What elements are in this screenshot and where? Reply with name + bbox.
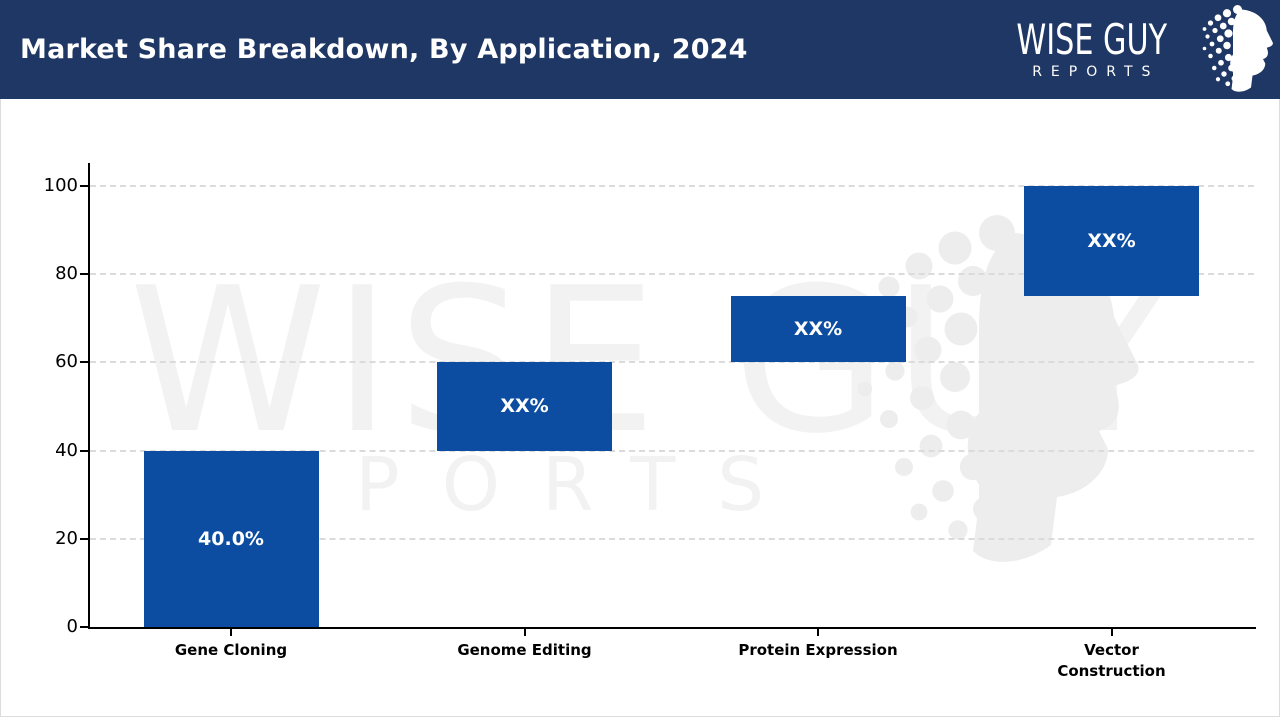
x-tick-label: Protein Expression xyxy=(738,641,898,659)
plot: 0 20 40 60 80 100 40.0% XX% XX% XX% Gene Cloning Ge… xyxy=(1,99,1279,716)
header: Market Share Breakdown, By Application, … xyxy=(0,0,1280,99)
x-tick-label: Gene Cloning xyxy=(174,641,288,659)
page-title: Market Share Breakdown, By Application, … xyxy=(20,34,748,65)
y-tick-mark xyxy=(80,273,88,276)
y-axis-spine xyxy=(88,163,90,629)
gridline xyxy=(90,185,1254,187)
x-tick-mark xyxy=(523,629,526,636)
bar: XX% xyxy=(1024,186,1199,297)
logo-text: WISE GUY REPORTS xyxy=(987,15,1196,81)
logo-wordmark: WISE GUY xyxy=(1015,15,1167,64)
face-logo-icon xyxy=(1202,4,1273,92)
bar-value-label: XX% xyxy=(793,318,843,341)
y-tick-mark xyxy=(80,449,88,452)
x-tick-mark xyxy=(230,629,232,636)
bar: 40.0% xyxy=(143,450,319,627)
x-tick-mark xyxy=(1110,629,1113,636)
gridline xyxy=(90,273,1254,276)
y-tick-label: 100 xyxy=(43,175,78,196)
y-tick-mark xyxy=(80,361,88,364)
y-tick-label: 0 xyxy=(66,616,78,637)
bar-value-label: 40.0% xyxy=(198,527,264,550)
y-tick-label: 80 xyxy=(55,263,78,285)
y-tick-mark xyxy=(80,185,88,187)
y-tick-label: 20 xyxy=(55,527,78,549)
y-tick-label: 40 xyxy=(55,439,78,461)
bar-value-label: XX% xyxy=(1087,230,1136,253)
x-axis-spine xyxy=(88,627,1256,629)
x-tick-label: Genome Editing xyxy=(457,641,592,659)
bar: XX% xyxy=(437,362,612,451)
y-tick-mark xyxy=(80,626,88,628)
gridline xyxy=(90,449,1254,452)
x-tick-label: Vector Construction xyxy=(1057,641,1166,680)
bar-value-label: XX% xyxy=(500,395,549,418)
y-tick-mark xyxy=(80,537,88,540)
gridline xyxy=(90,361,1254,364)
logo-subtext: REPORTS xyxy=(1032,64,1160,80)
gridline xyxy=(90,537,1254,540)
chart-area: WISE GUY REPORTS 0 20 40 60 80 100 40.0% XX% XX%… xyxy=(0,99,1280,717)
bar: XX% xyxy=(730,296,906,363)
y-tick-label: 60 xyxy=(55,351,78,373)
x-tick-mark xyxy=(817,629,819,636)
brand-logo: WISE GUY REPORTS xyxy=(987,0,1274,99)
